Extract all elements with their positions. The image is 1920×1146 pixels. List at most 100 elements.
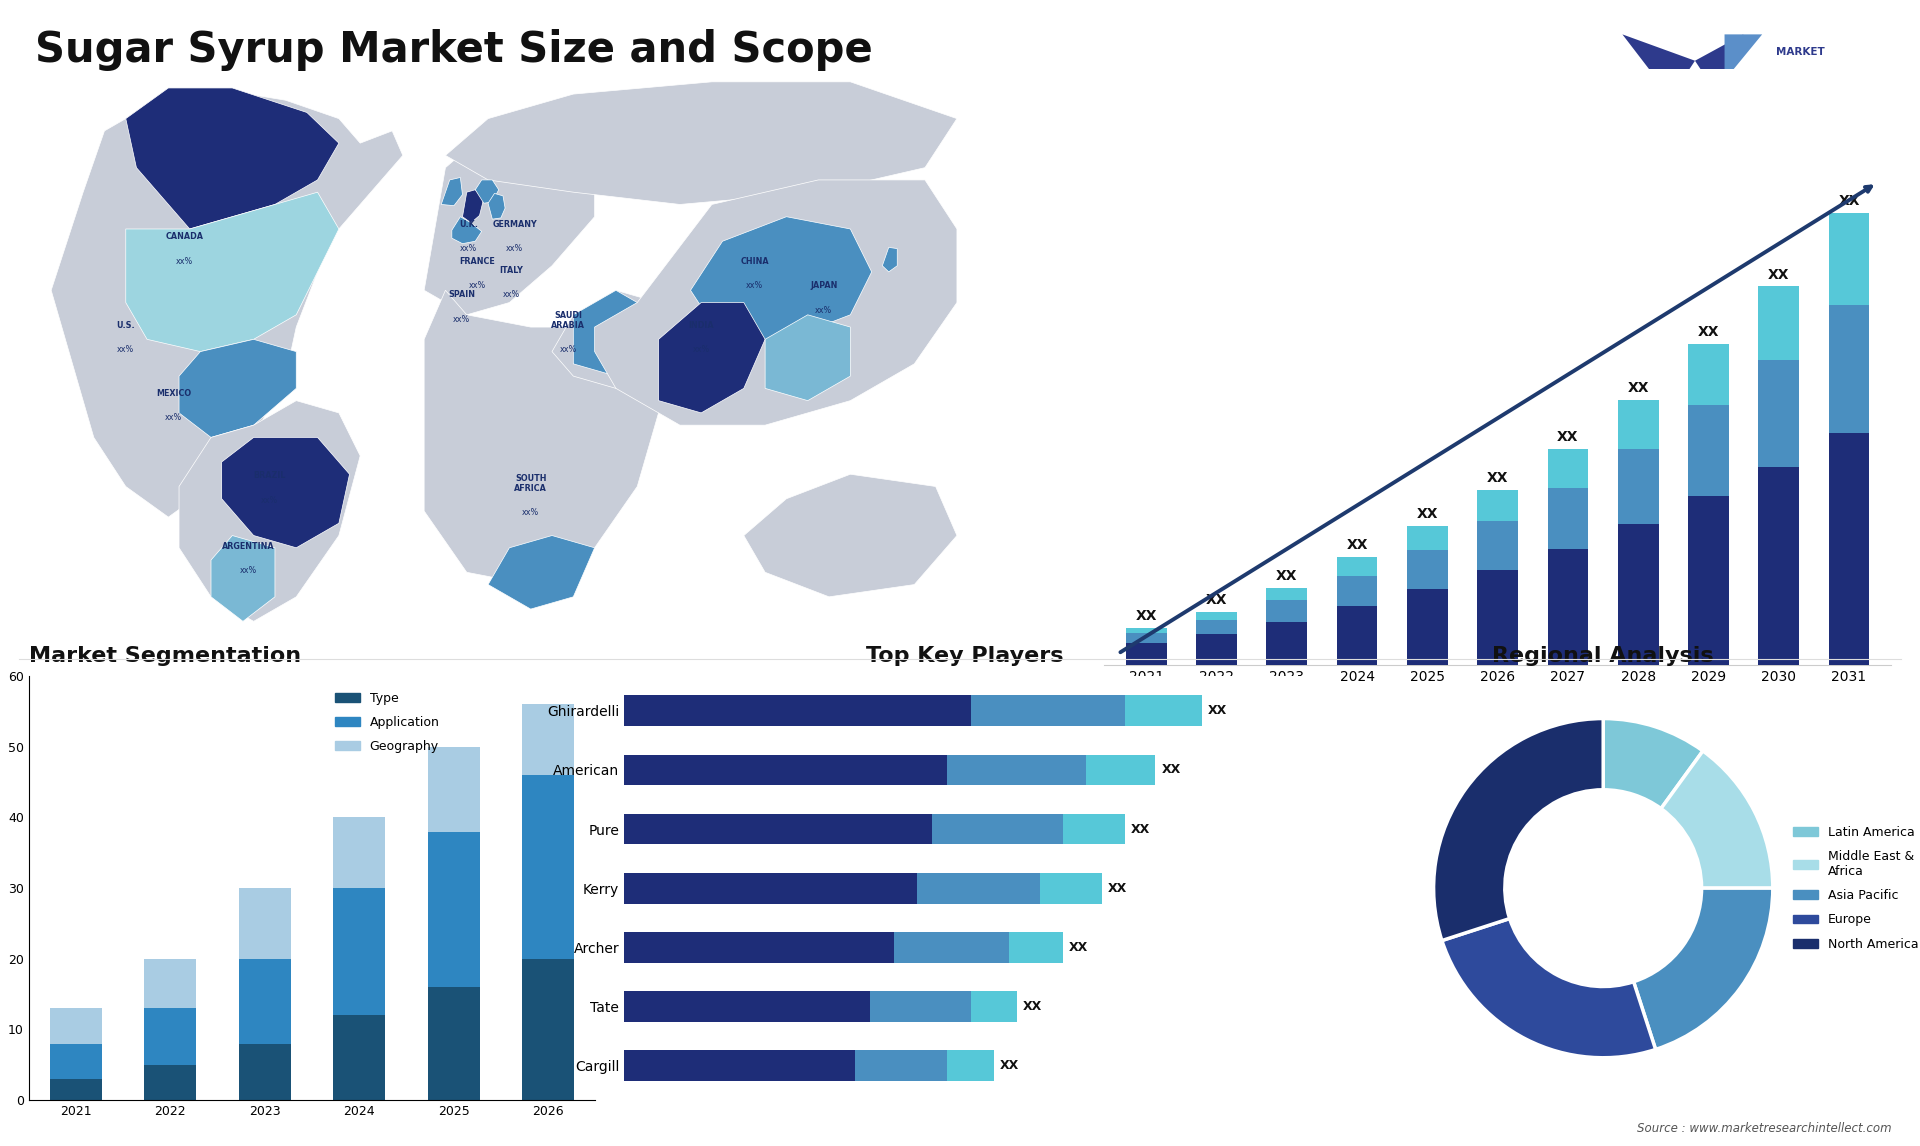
Bar <box>870 991 972 1022</box>
Bar <box>624 873 916 903</box>
Bar <box>1688 405 1728 496</box>
Bar <box>1476 570 1519 665</box>
Bar <box>50 1044 102 1080</box>
Bar <box>522 959 574 1100</box>
Text: XX: XX <box>1023 1000 1043 1013</box>
Text: XX: XX <box>1277 568 1298 583</box>
Text: Market Segmentation: Market Segmentation <box>29 646 301 666</box>
Text: FRANCE: FRANCE <box>459 257 495 266</box>
Legend: Latin America, Middle East &
Africa, Asia Pacific, Europe, North America: Latin America, Middle East & Africa, Asi… <box>1788 821 1920 956</box>
Polygon shape <box>127 193 338 352</box>
Bar <box>854 1050 947 1081</box>
Bar <box>1336 606 1377 665</box>
Bar <box>931 814 1064 845</box>
Bar <box>1759 468 1799 665</box>
Text: MEXICO: MEXICO <box>156 388 192 398</box>
Bar <box>624 814 931 845</box>
Wedge shape <box>1603 719 1703 809</box>
Bar <box>624 991 870 1022</box>
Polygon shape <box>691 217 872 339</box>
Text: Source : www.marketresearchintellect.com: Source : www.marketresearchintellect.com <box>1636 1122 1891 1135</box>
Polygon shape <box>1695 34 1743 97</box>
Bar <box>1087 754 1156 785</box>
Bar <box>334 1015 386 1100</box>
Text: RESEARCH: RESEARCH <box>1776 79 1837 88</box>
Text: XX: XX <box>1208 705 1227 717</box>
Bar <box>1476 520 1519 570</box>
Wedge shape <box>1434 719 1603 941</box>
Bar <box>1196 620 1236 634</box>
Text: xx%: xx% <box>507 244 524 253</box>
Text: INDIA: INDIA <box>689 321 714 330</box>
Bar <box>1828 433 1870 665</box>
Bar <box>1125 633 1167 643</box>
Bar <box>428 832 480 987</box>
Text: xx%: xx% <box>177 257 194 266</box>
Text: xx%: xx% <box>522 508 540 517</box>
Bar <box>624 932 893 963</box>
Bar <box>1548 449 1588 488</box>
Wedge shape <box>1661 751 1772 888</box>
Bar <box>1619 449 1659 525</box>
Polygon shape <box>488 194 505 219</box>
Text: SPAIN: SPAIN <box>447 290 474 299</box>
Polygon shape <box>1622 34 1695 97</box>
Bar <box>334 817 386 888</box>
Bar <box>428 987 480 1100</box>
Polygon shape <box>883 248 897 272</box>
Bar <box>50 1008 102 1044</box>
Text: XX: XX <box>1768 267 1789 282</box>
Text: XX: XX <box>1837 195 1860 209</box>
Bar <box>1336 557 1377 575</box>
Bar <box>1548 488 1588 549</box>
Text: GERMANY: GERMANY <box>492 220 538 229</box>
Bar <box>624 1050 854 1081</box>
Bar <box>972 696 1125 727</box>
Bar <box>1619 400 1659 449</box>
Polygon shape <box>179 401 361 621</box>
Text: XX: XX <box>1069 941 1089 953</box>
Text: U.S.: U.S. <box>117 321 134 330</box>
Polygon shape <box>445 81 956 204</box>
Bar <box>1759 360 1799 468</box>
Bar <box>144 1065 196 1100</box>
Text: xx%: xx% <box>503 290 520 299</box>
Text: SOUTH
AFRICA: SOUTH AFRICA <box>515 474 547 493</box>
Text: INTELLECT: INTELLECT <box>1776 111 1837 120</box>
Text: xx%: xx% <box>693 345 710 354</box>
Polygon shape <box>451 217 482 244</box>
Bar <box>1688 344 1728 405</box>
Text: XX: XX <box>1346 539 1367 552</box>
Text: MARKET: MARKET <box>1776 47 1824 56</box>
Text: xx%: xx% <box>745 281 762 290</box>
Polygon shape <box>488 535 595 610</box>
Bar <box>1476 490 1519 520</box>
Bar <box>1196 634 1236 665</box>
Text: Sugar Syrup Market Size and Scope: Sugar Syrup Market Size and Scope <box>35 29 872 71</box>
Bar <box>1336 575 1377 606</box>
Bar <box>522 705 574 775</box>
Polygon shape <box>424 131 595 315</box>
Bar <box>238 1044 290 1100</box>
Bar <box>893 932 1010 963</box>
Bar <box>1407 589 1448 665</box>
Bar <box>624 696 972 727</box>
Legend: Type, Application, Geography: Type, Application, Geography <box>330 686 444 759</box>
Text: JAPAN: JAPAN <box>810 281 837 290</box>
Text: XX: XX <box>1697 325 1718 339</box>
Text: xx%: xx% <box>165 413 182 422</box>
Text: ARGENTINA: ARGENTINA <box>223 542 275 551</box>
Bar <box>1828 305 1870 433</box>
Bar <box>1267 588 1308 601</box>
Bar <box>1688 496 1728 665</box>
Polygon shape <box>127 88 338 229</box>
Text: xx%: xx% <box>240 566 257 575</box>
Polygon shape <box>766 315 851 401</box>
Polygon shape <box>442 178 463 205</box>
Bar <box>144 1008 196 1065</box>
Polygon shape <box>179 339 296 438</box>
Text: XX: XX <box>1000 1059 1020 1072</box>
Bar <box>50 1080 102 1100</box>
Polygon shape <box>574 290 659 376</box>
Polygon shape <box>221 438 349 548</box>
